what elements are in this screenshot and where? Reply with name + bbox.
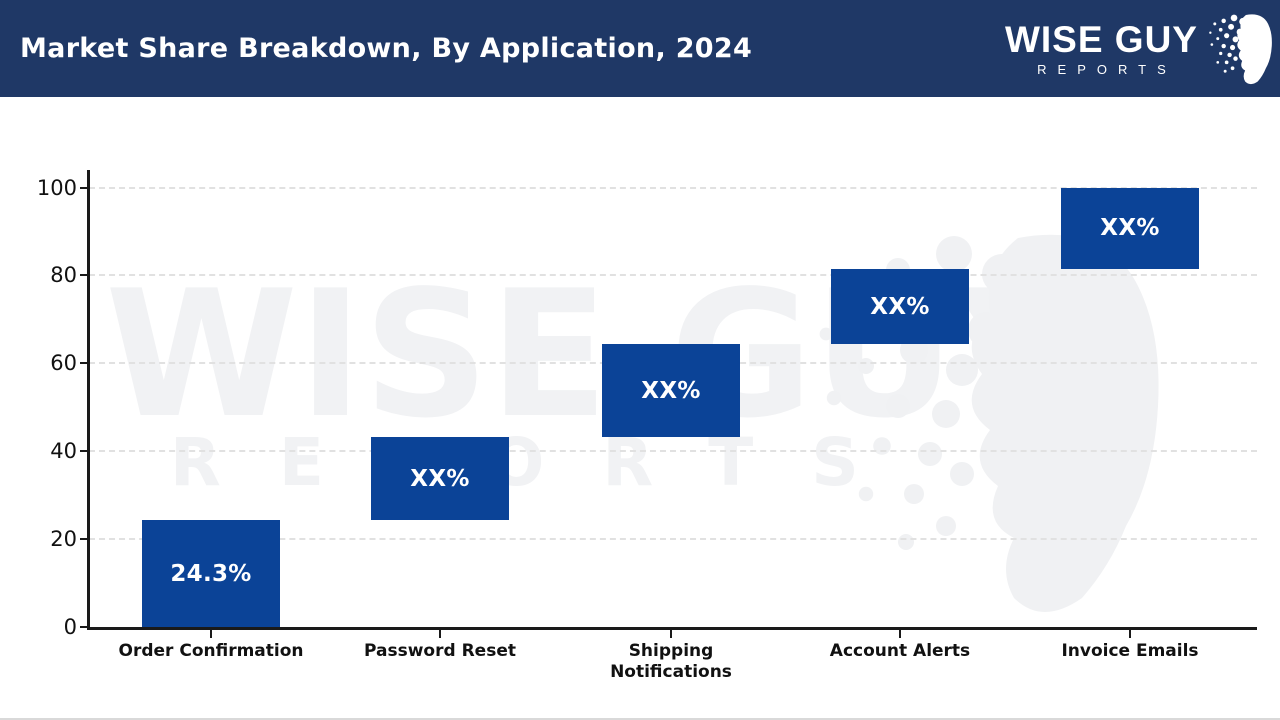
watermark-subtitle: REPORTS	[170, 424, 917, 501]
y-axis-tick-label: 20	[50, 527, 77, 552]
logo-subtitle: REPORTS	[1037, 61, 1177, 77]
y-axis-tickmark	[80, 362, 88, 365]
y-axis-tick-label: 100	[36, 175, 77, 200]
bar-password-reset: XX%	[371, 437, 509, 521]
bar-shipping-notifications: XX%	[602, 344, 740, 438]
y-axis-tick-label: 40	[50, 439, 77, 464]
x-axis-category-label: Password Reset	[364, 641, 516, 661]
y-axis-tickmark	[80, 186, 88, 189]
gridline-40	[89, 450, 1257, 453]
bar-invoice-emails: XX%	[1061, 187, 1199, 269]
x-axis-tickmark	[210, 629, 212, 638]
wise-guy-reports-logo: WISE GUY REPORTS	[1005, 8, 1274, 90]
watermark-head-profile-dots	[819, 234, 1159, 613]
bar-value-label: XX%	[410, 465, 470, 492]
chart-title: Market Share Breakdown, By Application, …	[20, 33, 753, 64]
bar-account-alerts: XX%	[831, 268, 969, 345]
x-axis-tickmark	[899, 629, 901, 638]
bar-value-label: 24.3%	[170, 560, 252, 587]
y-axis-tick-label: 80	[50, 263, 77, 288]
bar-value-label: XX%	[870, 293, 930, 320]
x-axis-tickmark	[670, 629, 672, 638]
y-axis-tickmark	[80, 450, 88, 453]
header-bar: Market Share Breakdown, By Application, …	[0, 0, 1280, 97]
y-axis-tickmark	[80, 274, 88, 277]
x-axis-category-label: Shipping Notifications	[610, 641, 732, 682]
y-axis-tick-label: 0	[63, 615, 77, 639]
x-axis-line	[87, 627, 1257, 630]
x-axis-tickmark	[439, 629, 441, 638]
x-axis-category-label: Account Alerts	[829, 641, 971, 661]
x-axis-category-label: Order Confirmation	[118, 641, 304, 661]
head-profile-dots-icon	[1209, 13, 1272, 84]
y-axis-tickmark	[80, 538, 88, 541]
bar-value-label: XX%	[641, 377, 701, 404]
y-axis-line	[87, 170, 90, 629]
x-axis-tickmark	[1129, 629, 1131, 638]
gridline-80	[89, 274, 1257, 277]
y-axis-tickmark	[80, 626, 88, 628]
logo-wordmark: WISE GUY	[1004, 18, 1198, 60]
bar-order-confirmation: 24.3%	[142, 520, 280, 627]
y-axis-tick-label: 60	[50, 351, 77, 376]
logo-text: WISE GUY REPORTS	[1005, 21, 1198, 77]
bar-value-label: XX%	[1100, 215, 1160, 242]
x-axis-category-label: Invoice Emails	[1061, 641, 1199, 661]
gridline-20	[89, 538, 1257, 541]
gridline-100	[89, 186, 1257, 189]
